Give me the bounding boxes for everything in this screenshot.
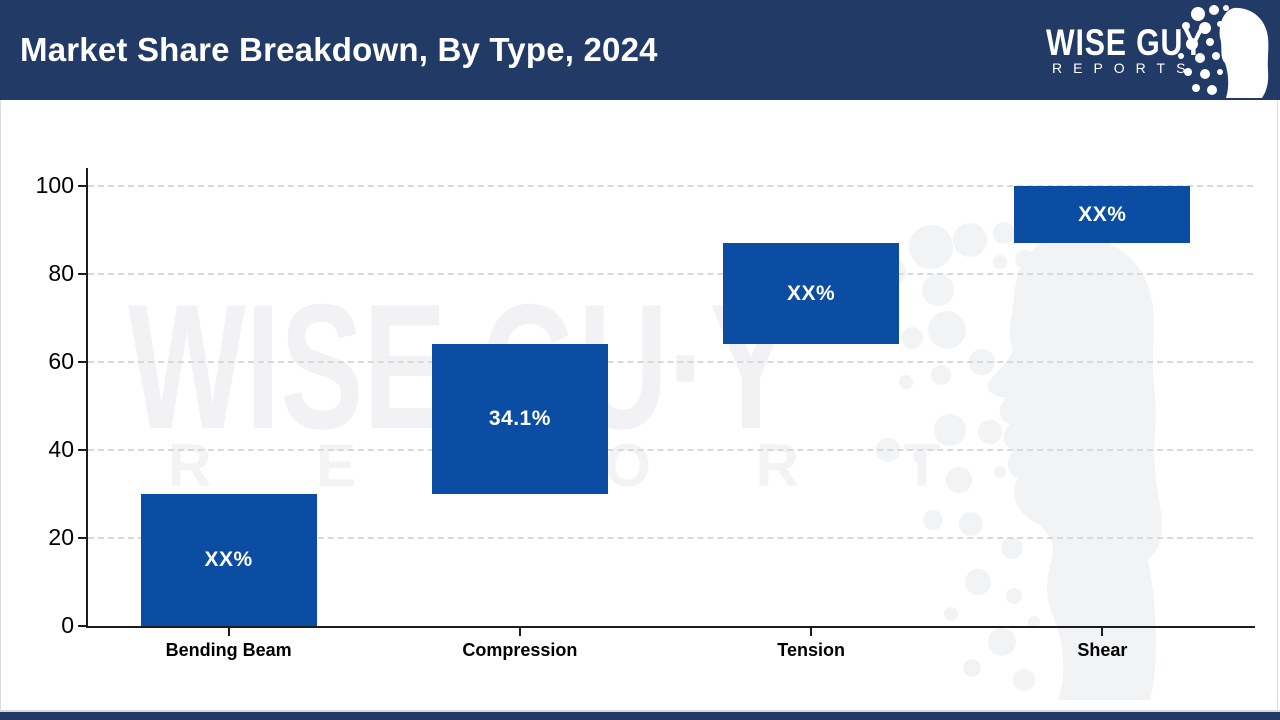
x-tick-mark (227, 628, 230, 636)
footer-bar (0, 712, 1280, 720)
wise-guy-logo: WISE GUY REPORTS (1002, 0, 1272, 100)
bar-value-label: XX% (204, 548, 253, 571)
x-tick-mark (1101, 628, 1104, 636)
logo-wordmark: WISE GUY (1046, 22, 1205, 63)
y-tick-mark (78, 273, 86, 275)
chart-title: Market Share Breakdown, By Type, 2024 (20, 31, 658, 68)
y-tick-label: 80 (48, 260, 74, 286)
y-tick-label: 20 (48, 524, 74, 550)
logo-face-icon (1178, 5, 1269, 98)
x-category-label: Compression (462, 640, 578, 660)
y-tick-label: 100 (35, 172, 74, 198)
header-bar: Market Share Breakdown, By Type, 2024 WI… (0, 0, 1280, 100)
bar-value-label: XX% (1078, 202, 1127, 226)
bar-tension: XX% (723, 243, 900, 344)
x-axis-line (86, 626, 1255, 628)
y-tick-mark (78, 361, 86, 363)
y-grid-line (88, 185, 1253, 187)
x-category-label: Shear (1077, 640, 1128, 660)
y-tick-label: 60 (48, 348, 74, 374)
y-tick-mark (78, 449, 86, 451)
bar-bending-beam: XX% (140, 494, 317, 626)
y-tick-label: 40 (48, 436, 74, 462)
bar-shear: XX% (1014, 186, 1191, 244)
y-grid-line (88, 273, 1253, 275)
bar-value-label: 34.1% (488, 406, 551, 430)
y-grid-line (88, 537, 1253, 539)
x-category-label: Bending Beam (165, 640, 292, 660)
bar-value-label: XX% (787, 281, 836, 305)
y-grid-line (88, 361, 1253, 363)
bar-compression: 34.1% (431, 343, 608, 494)
footer-hairline (0, 710, 1280, 712)
y-tick-mark (78, 185, 86, 187)
logo-reports-text: REPORTS (1052, 60, 1197, 76)
x-tick-mark (518, 628, 521, 636)
y-axis-line (86, 168, 88, 628)
y-grid-line (88, 449, 1253, 451)
y-tick-mark (78, 625, 86, 627)
y-tick-mark (78, 537, 86, 539)
x-category-label: Tension (777, 640, 845, 660)
x-tick-mark (810, 628, 813, 636)
y-tick-label: 0 (61, 612, 74, 638)
